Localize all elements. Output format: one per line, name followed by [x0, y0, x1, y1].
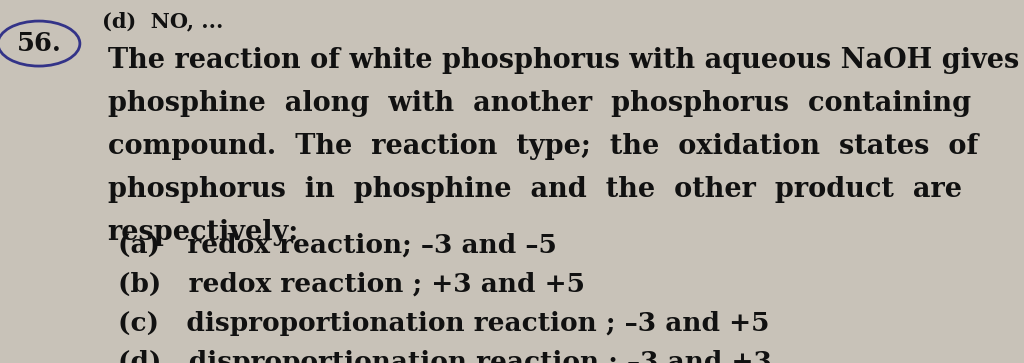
Text: (d)  NO, ...: (d) NO, ...: [102, 11, 224, 31]
Text: (b)   redox reaction ; +3 and +5: (b) redox reaction ; +3 and +5: [118, 272, 585, 297]
Text: The reaction of white phosphorus with aqueous NaOH gives: The reaction of white phosphorus with aq…: [108, 47, 1019, 74]
Text: compound.  The  reaction  type;  the  oxidation  states  of: compound. The reaction type; the oxidati…: [108, 133, 978, 160]
Text: (a)   redox reaction; –3 and –5: (a) redox reaction; –3 and –5: [118, 232, 557, 257]
Text: phosphine  along  with  another  phosphorus  containing: phosphine along with another phosphorus …: [108, 90, 971, 117]
Text: phosphorus  in  phosphine  and  the  other  product  are: phosphorus in phosphine and the other pr…: [108, 176, 962, 203]
Text: respectively:: respectively:: [108, 219, 299, 245]
Text: (d)   disproportionation reaction ; –3 and +3: (d) disproportionation reaction ; –3 and…: [118, 350, 772, 363]
Text: (c)   disproportionation reaction ; –3 and +5: (c) disproportionation reaction ; –3 and…: [118, 311, 769, 336]
Text: 56.: 56.: [16, 31, 61, 56]
